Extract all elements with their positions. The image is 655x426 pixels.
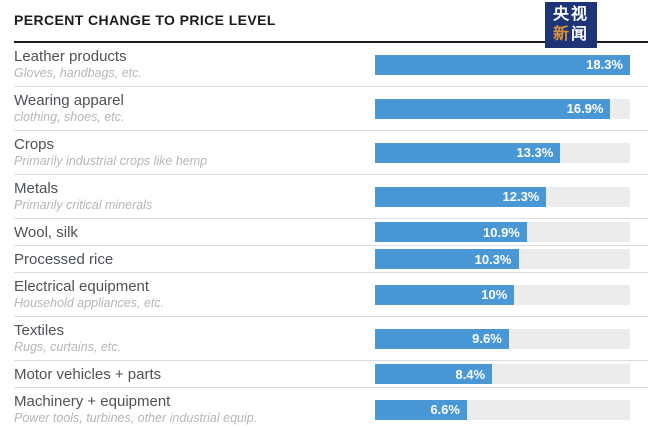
bar-track: 16.9%	[375, 98, 630, 119]
chart-row: Wearing apparel clothing, shoes, etc. 16.9…	[14, 87, 648, 131]
bar-track: 10%	[375, 284, 630, 305]
chart-title: PERCENT CHANGE TO PRICE LEVEL	[14, 12, 276, 28]
bar-column: 9.6%	[375, 328, 630, 349]
category-label: Wool, silk	[14, 223, 78, 241]
category-label: Processed rice	[14, 250, 114, 268]
bar-fill: 13.3%	[375, 142, 561, 163]
chart-row: Metals Primarily critical minerals 12.3%	[14, 175, 648, 219]
bar-track: 12.3%	[375, 186, 630, 207]
category-sublabel: Rugs, curtains, etc.	[14, 340, 121, 354]
row-labels: Processed rice	[14, 251, 375, 268]
category-sublabel: Power tools, turbines, other industrial …	[14, 411, 258, 425]
bar-track: 10.9%	[375, 222, 630, 242]
bar-column: 16.9%	[375, 98, 630, 119]
category-label: Metals	[14, 180, 59, 197]
category-sublabel: Primarily industrial crops like hemp	[14, 154, 208, 168]
bar-column: 8.4%	[375, 364, 630, 384]
bar-track: 18.3%	[375, 54, 630, 75]
bar-fill: 12.3%	[375, 186, 547, 207]
chart-row: Textiles Rugs, curtains, etc. 9.6%	[14, 317, 648, 361]
logo-line2: 新闻	[553, 25, 589, 45]
chart-row: Machinery + equipment Power tools, turbin…	[14, 388, 648, 426]
row-labels: Textiles Rugs, curtains, etc.	[14, 322, 375, 355]
category-sublabel: Household appliances, etc.	[14, 296, 165, 310]
bar-value-label: 16.9%	[566, 101, 604, 116]
bar-fill: 10.3%	[375, 249, 519, 269]
logo-accent-char: 新	[552, 26, 571, 43]
chart-row: Processed rice 10.3%	[14, 246, 648, 273]
bar-value-label: 10%	[481, 287, 508, 302]
chart-row: Electrical equipment Household appliances…	[14, 273, 648, 317]
category-label: Motor vehicles + parts	[14, 365, 162, 383]
category-label: Wearing apparel	[14, 92, 124, 109]
bar-value-label: 8.4%	[455, 366, 486, 382]
bar-fill: 16.9%	[375, 98, 611, 119]
row-labels: Metals Primarily critical minerals	[14, 180, 375, 213]
row-labels: Wool, silk	[14, 224, 375, 241]
bar-value-label: 10.9%	[483, 224, 520, 240]
chart-row: Crops Primarily industrial crops like hem…	[14, 131, 648, 175]
row-labels: Wearing apparel clothing, shoes, etc.	[14, 92, 375, 125]
bar-fill: 6.6%	[375, 399, 467, 420]
cctv-news-logo: 央视 新闻	[545, 2, 597, 48]
category-label: Leather products	[14, 48, 127, 65]
bar-column: 18.3%	[375, 54, 630, 75]
bar-chart-rows: Leather products Gloves, handbags, etc. 18…	[14, 43, 648, 426]
category-sublabel: Primarily critical minerals	[14, 198, 153, 212]
bar-fill: 9.6%	[375, 328, 509, 349]
bar-track: 8.4%	[375, 364, 630, 384]
bar-track: 10.3%	[375, 249, 630, 269]
row-labels: Leather products Gloves, handbags, etc.	[14, 48, 375, 81]
row-labels: Motor vehicles + parts	[14, 366, 375, 383]
bar-value-label: 10.3%	[474, 251, 512, 267]
bar-fill: 10.9%	[375, 222, 527, 242]
chart-row: Leather products Gloves, handbags, etc. 18…	[14, 43, 648, 87]
category-label: Crops	[14, 136, 55, 153]
bar-column: 10%	[375, 284, 630, 305]
category-sublabel: clothing, shoes, etc.	[14, 110, 125, 124]
row-labels: Electrical equipment Household appliances…	[14, 278, 375, 311]
bar-value-label: 18.3%	[586, 57, 623, 72]
category-sublabel: Gloves, handbags, etc.	[14, 66, 142, 80]
bar-column: 10.9%	[375, 222, 630, 242]
chart-header: PERCENT CHANGE TO PRICE LEVEL	[14, 0, 648, 43]
bar-fill: 10%	[375, 284, 515, 305]
bar-value-label: 13.3%	[516, 145, 554, 160]
bar-track: 9.6%	[375, 328, 630, 349]
category-label: Machinery + equipment	[14, 393, 171, 410]
bar-fill: 18.3%	[375, 54, 630, 75]
category-label: Electrical equipment	[14, 278, 150, 295]
bar-value-label: 6.6%	[430, 402, 460, 417]
bar-value-label: 12.3%	[502, 189, 540, 204]
logo-line1: 央视	[552, 6, 589, 23]
category-label: Textiles	[14, 322, 65, 339]
bar-value-label: 9.6%	[472, 331, 502, 346]
bar-track: 6.6%	[375, 399, 630, 420]
bar-column: 12.3%	[375, 186, 630, 207]
bar-column: 6.6%	[375, 399, 630, 420]
bar-fill: 8.4%	[375, 364, 493, 384]
logo-plain-char: 闻	[571, 26, 590, 43]
bar-column: 13.3%	[375, 142, 630, 163]
row-labels: Crops Primarily industrial crops like hem…	[14, 136, 375, 169]
bar-track: 13.3%	[375, 142, 630, 163]
chart-row: Wool, silk 10.9%	[14, 219, 648, 246]
chart-row: Motor vehicles + parts 8.4%	[14, 361, 648, 388]
row-labels: Machinery + equipment Power tools, turbin…	[14, 393, 375, 426]
bar-column: 10.3%	[375, 249, 630, 269]
